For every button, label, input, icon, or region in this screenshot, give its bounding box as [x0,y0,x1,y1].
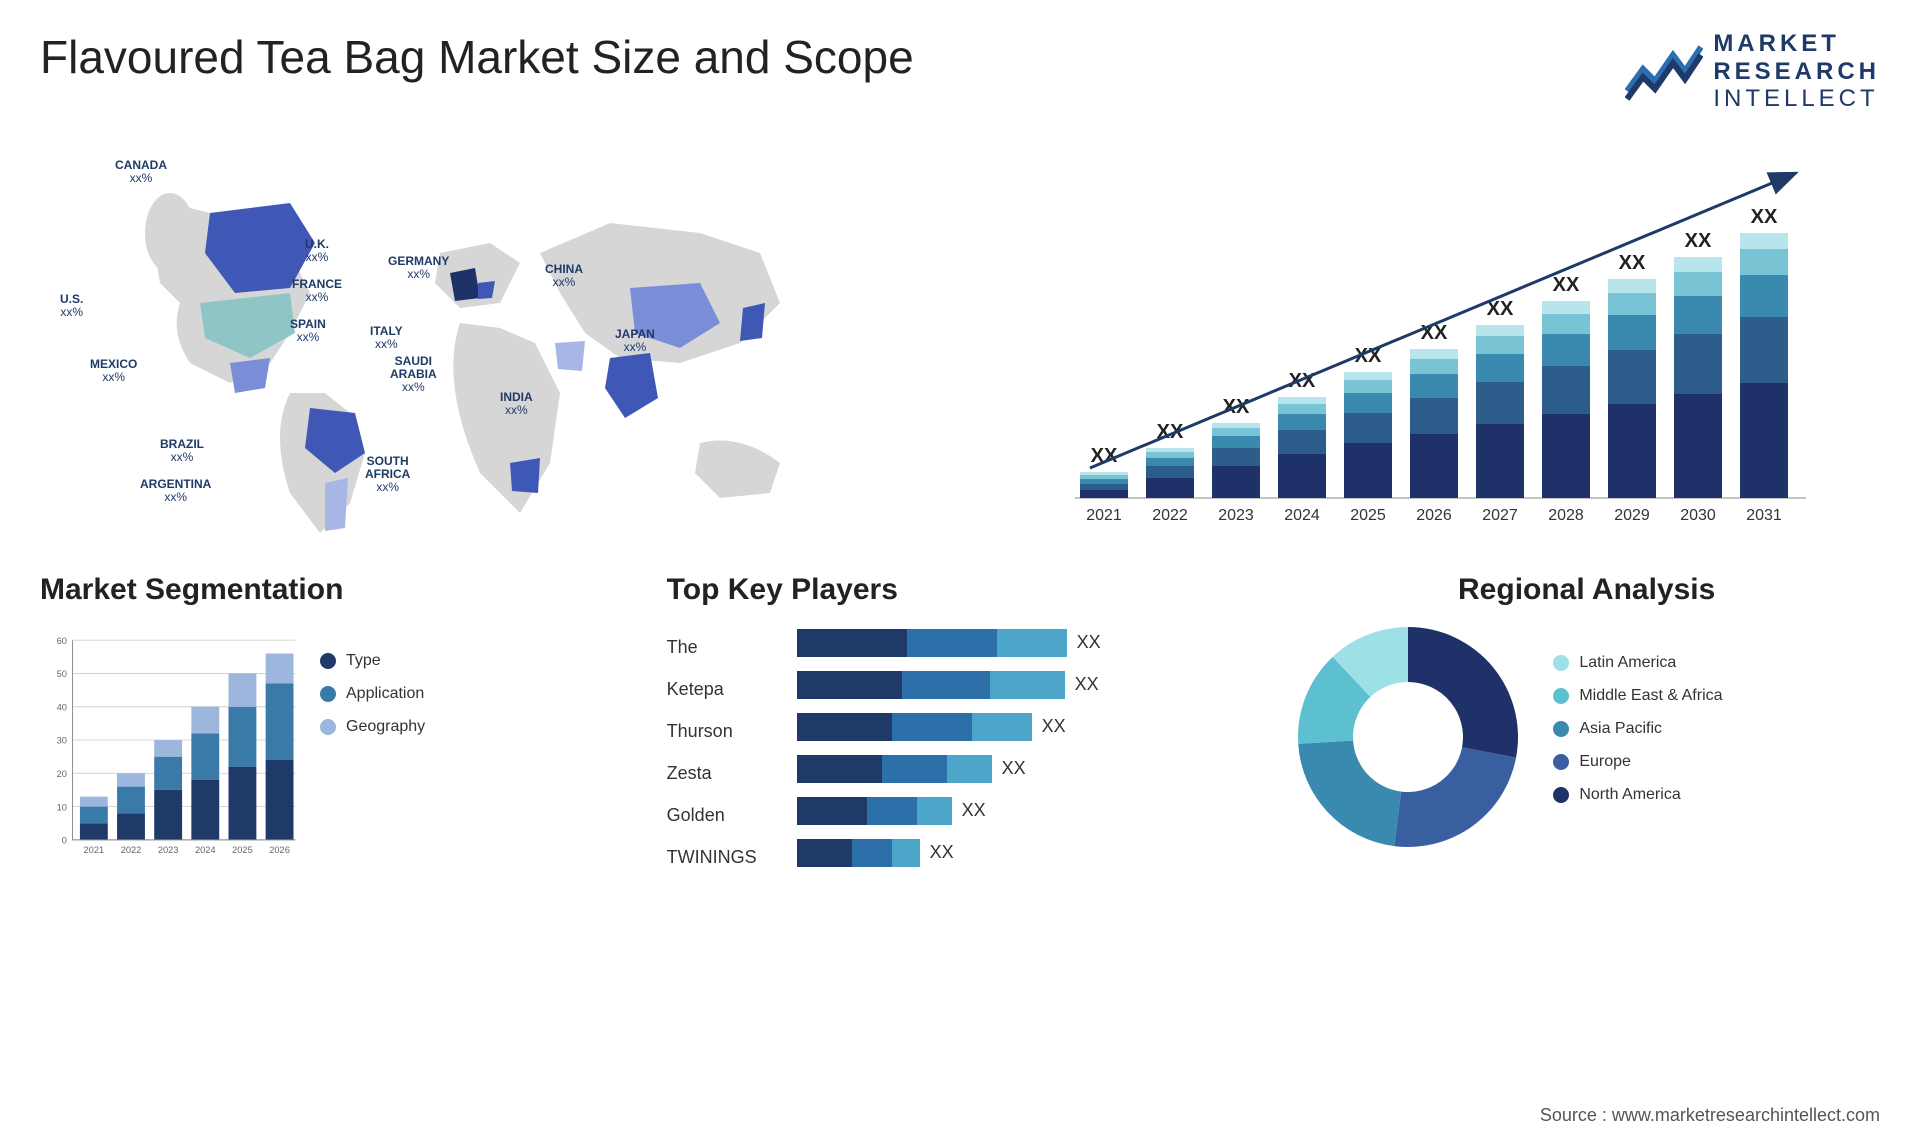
svg-text:40: 40 [57,702,67,712]
regional-title: Regional Analysis [1293,573,1880,607]
player-row: XX [797,622,1254,664]
svg-text:60: 60 [57,636,67,646]
logo-line2: RESEARCH [1713,58,1880,85]
svg-text:2025: 2025 [1350,507,1386,524]
svg-text:XX: XX [1289,370,1316,392]
svg-text:2023: 2023 [158,845,179,855]
player-label: Ketepa [667,669,777,711]
svg-text:2021: 2021 [84,845,105,855]
svg-text:2029: 2029 [1614,507,1650,524]
player-row: XX [797,664,1254,706]
map-label-france: FRANCExx% [292,278,342,304]
map-label-china: CHINAxx% [545,263,583,289]
map-label-mexico: MEXICOxx% [90,358,137,384]
svg-text:2027: 2027 [1482,507,1518,524]
regional-legend-item: North America [1553,786,1722,804]
world-map: CANADAxx% U.S.xx% MEXICOxx% BRAZILxx% ARGENT… [40,133,940,543]
forecast-svg: XX2021XX2022XX2023XX2024XX2025XX2026XX20… [980,133,1880,543]
map-label-saudiarabia: SAUDIARABIAxx% [390,355,437,395]
svg-text:2030: 2030 [1680,507,1716,524]
players-section: Top Key Players TheKetepaThursonZestaGol… [667,573,1254,879]
page-title: Flavoured Tea Bag Market Size and Scope [40,30,914,84]
player-row: XX [797,706,1254,748]
player-row: XX [797,832,1254,874]
forecast-chart: XX2021XX2022XX2023XX2024XX2025XX2026XX20… [980,133,1880,543]
svg-text:20: 20 [57,769,67,779]
regional-legend: Latin America Middle East & Africa Asia Pa… [1553,654,1722,819]
segmentation-chart: 0 10 20 30 40 50 60 2021 2022 2023 2024 2025 2026 [40,622,300,872]
logo-line3: INTELLECT [1713,85,1878,112]
logo: MARKET RESEARCH INTELLECT [1625,30,1880,113]
map-label-italy: ITALYxx% [370,325,403,351]
map-label-india: INDIAxx% [500,391,533,417]
regional-donut [1293,622,1523,852]
regional-legend-item: Latin America [1553,654,1722,672]
player-label: TWININGS [667,837,777,879]
regional-section: Regional Analysis Latin America Middle Ea… [1293,573,1880,879]
players-labels: TheKetepaThursonZestaGoldenTWININGS [667,622,777,879]
segmentation-title: Market Segmentation [40,573,627,607]
map-label-southafrica: SOUTHAFRICAxx% [365,455,410,495]
player-label: Thurson [667,711,777,753]
svg-text:XX: XX [1685,230,1712,252]
svg-text:2026: 2026 [269,845,290,855]
map-label-argentina: ARGENTINAxx% [140,478,211,504]
top-row: CANADAxx% U.S.xx% MEXICOxx% BRAZILxx% ARGENT… [40,133,1880,543]
logo-line1: MARKET [1713,30,1840,57]
svg-text:XX: XX [1091,445,1118,467]
svg-text:2021: 2021 [1086,507,1122,524]
svg-text:2028: 2028 [1548,507,1584,524]
player-label: Zesta [667,753,777,795]
map-label-uk: U.K.xx% [305,238,329,264]
svg-text:0: 0 [62,835,67,845]
svg-text:XX: XX [1751,206,1778,228]
logo-text: MARKET RESEARCH INTELLECT [1713,30,1880,113]
svg-text:2022: 2022 [121,845,142,855]
svg-text:2025: 2025 [232,845,253,855]
player-row: XX [797,748,1254,790]
map-label-canada: CANADAxx% [115,159,167,185]
bottom-row: Market Segmentation 0 10 20 30 40 50 60 2021 202… [40,573,1880,879]
segmentation-legend: Type Application Geography [320,622,425,872]
map-label-brazil: BRAZILxx% [160,438,204,464]
svg-text:2024: 2024 [1284,507,1320,524]
map-label-spain: SPAINxx% [290,318,326,344]
map-label-us: U.S.xx% [60,293,83,319]
svg-text:XX: XX [1553,274,1580,296]
seg-legend-item: Geography [320,718,425,736]
seg-legend-item: Application [320,685,425,703]
player-label: The [667,627,777,669]
segmentation-section: Market Segmentation 0 10 20 30 40 50 60 2021 202… [40,573,627,879]
svg-text:2023: 2023 [1218,507,1254,524]
svg-text:2024: 2024 [195,845,216,855]
players-bars: XXXXXXXXXXXX [797,622,1254,879]
map-label-germany: GERMANYxx% [388,255,449,281]
svg-text:2026: 2026 [1416,507,1452,524]
svg-text:XX: XX [1619,252,1646,274]
player-label: Golden [667,795,777,837]
svg-text:50: 50 [57,669,67,679]
regional-legend-item: Asia Pacific [1553,720,1722,738]
players-title: Top Key Players [667,573,1254,607]
regional-legend-item: Middle East & Africa [1553,687,1722,705]
svg-text:2022: 2022 [1152,507,1188,524]
header: Flavoured Tea Bag Market Size and Scope … [40,30,1880,113]
regional-legend-item: Europe [1553,753,1722,771]
svg-text:2031: 2031 [1746,507,1782,524]
svg-text:10: 10 [57,802,67,812]
logo-icon [1625,41,1703,101]
map-label-japan: JAPANxx% [615,328,655,354]
svg-text:30: 30 [57,736,67,746]
source-label: Source : www.marketresearchintellect.com [1540,1105,1880,1126]
seg-legend-item: Type [320,652,425,670]
player-row: XX [797,790,1254,832]
